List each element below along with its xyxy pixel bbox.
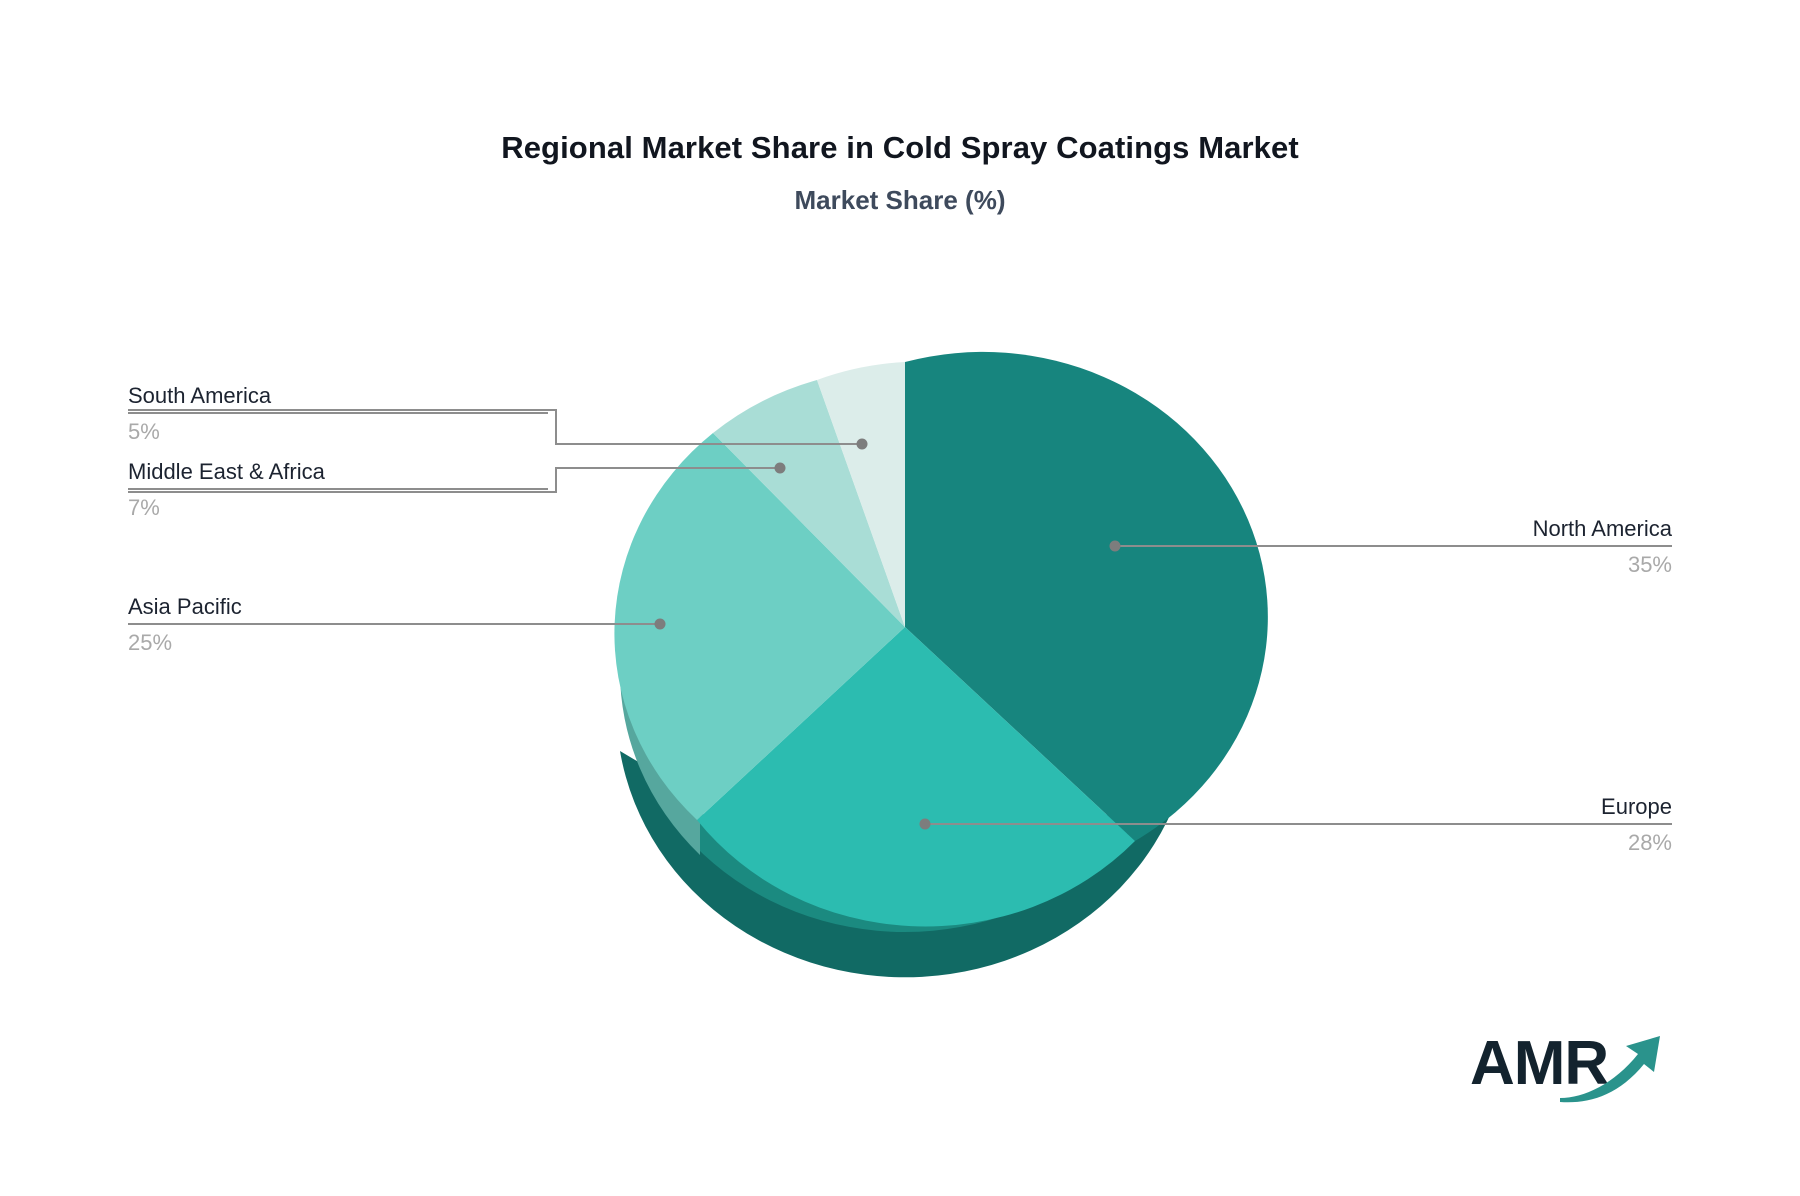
callout-middle-east-africa: Middle East & Africa 7%: [128, 458, 548, 523]
amr-logo: AMR: [1470, 1020, 1660, 1110]
leader-dot-middle-east-africa: [774, 462, 786, 474]
callout-rule-south-america: [128, 412, 548, 414]
callout-north-america: North America 35%: [1272, 515, 1672, 580]
pie-slice-middle-east-africa[interactable]: [713, 380, 905, 627]
callout-rule-middle-east-africa: [128, 488, 548, 490]
leader-dot-europe: [919, 818, 931, 830]
callout-south-america: South America 5%: [128, 382, 548, 447]
chart-subtitle: Market Share (%): [794, 185, 1006, 215]
pie-slice-north-america[interactable]: [905, 351, 1268, 841]
callout-name-north-america: North America: [1532, 516, 1672, 541]
leader-dot-south-america: [856, 438, 868, 450]
callout-pct-middle-east-africa: 7%: [128, 495, 160, 520]
callout-pct-europe: 28%: [1627, 830, 1672, 855]
leader-south-america: [128, 409, 862, 445]
callout-pct-south-america: 5%: [128, 419, 160, 444]
callout-name-asia-pacific: Asia Pacific: [128, 594, 242, 619]
callout-pct-asia-pacific: 25%: [128, 630, 173, 655]
callout-name-europe: Europe: [1601, 794, 1672, 819]
callout-rule-europe: [1272, 823, 1672, 825]
callout-europe: Europe 28%: [1272, 793, 1672, 858]
callout-name-south-america: South America: [128, 383, 272, 408]
callout-name-middle-east-africa: Middle East & Africa: [128, 459, 325, 484]
pie-slice-south-america[interactable]: [817, 362, 905, 627]
callout-pct-north-america: 35%: [1627, 552, 1672, 577]
callout-rule-north-america: [1272, 545, 1672, 547]
pie-slice-europe[interactable]: [697, 627, 1135, 927]
callout-asia-pacific: Asia Pacific 25%: [128, 593, 548, 658]
growth-arrow-icon: [1560, 1036, 1660, 1103]
pie-slice-asia-pacific[interactable]: [614, 433, 905, 820]
pie-slices: [614, 351, 1268, 927]
chart-title: Regional Market Share in Cold Spray Coat…: [501, 130, 1299, 165]
leader-middle-east-africa: [128, 467, 780, 493]
leader-dot-asia-pacific: [654, 618, 666, 630]
leader-dot-north-america: [1109, 540, 1121, 552]
callout-rule-asia-pacific: [128, 623, 548, 625]
arrow-shape: [1560, 1036, 1660, 1103]
amr-wordmark: AMR: [1470, 1029, 1609, 1098]
